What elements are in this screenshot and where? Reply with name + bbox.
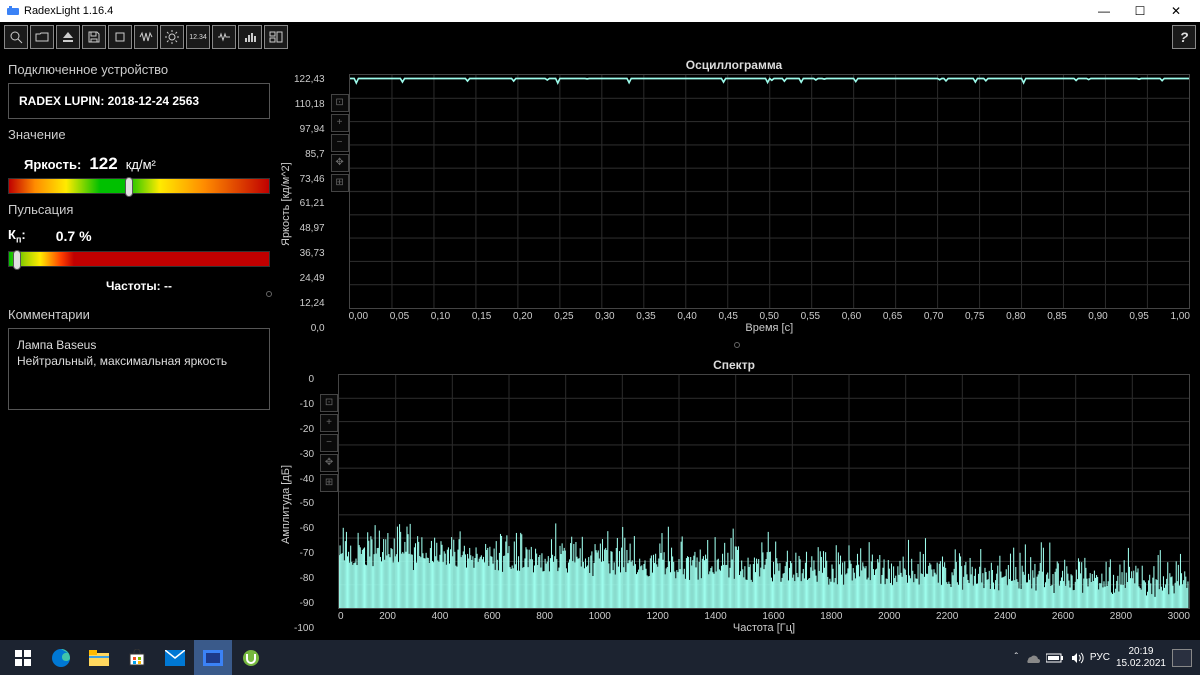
- start-button[interactable]: [4, 640, 42, 675]
- osc-plot-area[interactable]: [349, 74, 1190, 309]
- device-section-title: Подключенное устройство: [8, 62, 270, 77]
- brightness-value: 122: [89, 154, 117, 174]
- toolbar-open-icon[interactable]: [30, 25, 54, 49]
- kn-gauge-pointer: [13, 250, 21, 270]
- spec-x-ticks: 0200400600800100012001400160018002000220…: [338, 609, 1190, 622]
- kn-gauge: [8, 251, 270, 267]
- toolbar-bars-icon[interactable]: [238, 25, 262, 49]
- divider-dot-icon: [734, 342, 740, 348]
- taskbar-store-icon[interactable]: [118, 640, 156, 675]
- taskbar-mail-icon[interactable]: [156, 640, 194, 675]
- taskbar-edge-icon[interactable]: [42, 640, 80, 675]
- toolbar-eject-icon[interactable]: [56, 25, 80, 49]
- zoom-reset-icon[interactable]: ⊡: [320, 394, 338, 412]
- toolbar-digits-icon[interactable]: 12.34: [186, 25, 210, 49]
- windows-taskbar: ˆ РУС 20:19 15.02.2021: [0, 640, 1200, 675]
- toolbar-stop-icon[interactable]: [108, 25, 132, 49]
- kn-value: 0.7 %: [56, 228, 92, 244]
- spec-side-controls: ⊡ + − ✥ ⊞: [318, 374, 338, 634]
- maximize-button[interactable]: ☐: [1122, 4, 1158, 18]
- osc-x-ticks: 0,000,050,100,150,200,250,300,350,400,45…: [349, 309, 1190, 322]
- info-dot-icon: [266, 291, 272, 297]
- brightness-gauge: [8, 178, 270, 194]
- comment-textbox[interactable]: Лампа Baseus Нейтральный, максимальная я…: [8, 328, 270, 410]
- spec-plot-area[interactable]: [338, 374, 1190, 609]
- oscilloscope-chart: Осциллограмма Яркость [кд/м^2] 122,43110…: [278, 58, 1190, 334]
- brightness-label: Яркость:: [24, 157, 81, 172]
- brightness-unit: кд/м²: [126, 157, 156, 172]
- taskbar-app-active-icon[interactable]: [194, 640, 232, 675]
- minimize-button[interactable]: —: [1086, 4, 1122, 18]
- toolbar-search-icon[interactable]: [4, 25, 28, 49]
- frequency-value: Частоты: --: [8, 275, 270, 297]
- main-content: Подключенное устройство RADEX LUPIN: 201…: [0, 52, 1200, 640]
- comments-section-title: Комментарии: [8, 307, 270, 322]
- toolbar-waveform-icon[interactable]: [134, 25, 158, 49]
- zoom-out-icon[interactable]: −: [331, 134, 349, 152]
- zoom-reset-icon[interactable]: ⊡: [331, 94, 349, 112]
- system-tray: ˆ РУС 20:19 15.02.2021: [1015, 646, 1196, 670]
- device-name-box: RADEX LUPIN: 2018-12-24 2563: [8, 83, 270, 119]
- osc-y-axis-label: Яркость [кд/м^2]: [278, 74, 294, 334]
- tray-notifications-icon[interactable]: [1172, 649, 1192, 667]
- osc-y-ticks: 122,43110,1897,9485,773,4661,2148,9736,7…: [294, 74, 329, 334]
- pulsation-section-title: Пульсация: [8, 202, 270, 217]
- brightness-gauge-pointer: [125, 177, 133, 197]
- pan-icon[interactable]: ✥: [320, 454, 338, 472]
- zoom-in-icon[interactable]: +: [331, 114, 349, 132]
- charts-area: Осциллограмма Яркость [кд/м^2] 122,43110…: [278, 52, 1200, 640]
- settings-icon[interactable]: ⊞: [320, 474, 338, 492]
- osc-chart-title: Осциллограмма: [278, 58, 1190, 72]
- spec-y-axis-label: Амплитуда [дБ]: [278, 374, 294, 634]
- window-title: RadexLight 1.16.4: [24, 5, 113, 17]
- osc-x-axis-label: Время [с]: [349, 322, 1190, 334]
- spec-chart-title: Спектр: [278, 358, 1190, 372]
- sidebar: Подключенное устройство RADEX LUPIN: 201…: [0, 52, 278, 640]
- toolbar-layout-icon[interactable]: [264, 25, 288, 49]
- settings-icon[interactable]: ⊞: [331, 174, 349, 192]
- value-section-title: Значение: [8, 127, 270, 142]
- comment-line: Нейтральный, максимальная яркость: [17, 353, 261, 370]
- tray-volume-icon[interactable]: [1070, 651, 1084, 665]
- kn-label: Кп:: [8, 227, 26, 245]
- zoom-out-icon[interactable]: −: [320, 434, 338, 452]
- tray-battery-icon[interactable]: [1046, 653, 1064, 663]
- toolbar-save-icon[interactable]: [82, 25, 106, 49]
- osc-side-controls: ⊡ + − ✥ ⊞: [329, 74, 349, 334]
- window-titlebar: RadexLight 1.16.4 — ☐ ✕: [0, 0, 1200, 22]
- tray-time: 20:19: [1116, 646, 1166, 658]
- toolbar-sun-icon[interactable]: [160, 25, 184, 49]
- close-button[interactable]: ✕: [1158, 4, 1194, 18]
- spec-x-axis-label: Частота [Гц]: [338, 622, 1190, 634]
- pan-icon[interactable]: ✥: [331, 154, 349, 172]
- tray-onedrive-icon[interactable]: [1024, 652, 1040, 664]
- help-button[interactable]: ?: [1172, 25, 1196, 49]
- tray-clock[interactable]: 20:19 15.02.2021: [1116, 646, 1166, 670]
- toolbar-pulse-icon[interactable]: [212, 25, 236, 49]
- zoom-in-icon[interactable]: +: [320, 414, 338, 432]
- tray-language[interactable]: РУС: [1090, 652, 1110, 663]
- app-icon: [6, 4, 20, 18]
- spec-y-ticks: 0-10-20-30-40-50-60-70-80-90-100: [294, 374, 318, 634]
- spectrum-chart: Спектр Амплитуда [дБ] 0-10-20-30-40-50-6…: [278, 358, 1190, 634]
- tray-chevron-icon[interactable]: ˆ: [1015, 652, 1018, 663]
- comment-line: Лампа Baseus: [17, 337, 261, 354]
- tray-date: 15.02.2021: [1116, 658, 1166, 670]
- taskbar-utorrent-icon[interactable]: [232, 640, 270, 675]
- taskbar-explorer-icon[interactable]: [80, 640, 118, 675]
- main-toolbar: 12.34 ?: [0, 22, 1200, 52]
